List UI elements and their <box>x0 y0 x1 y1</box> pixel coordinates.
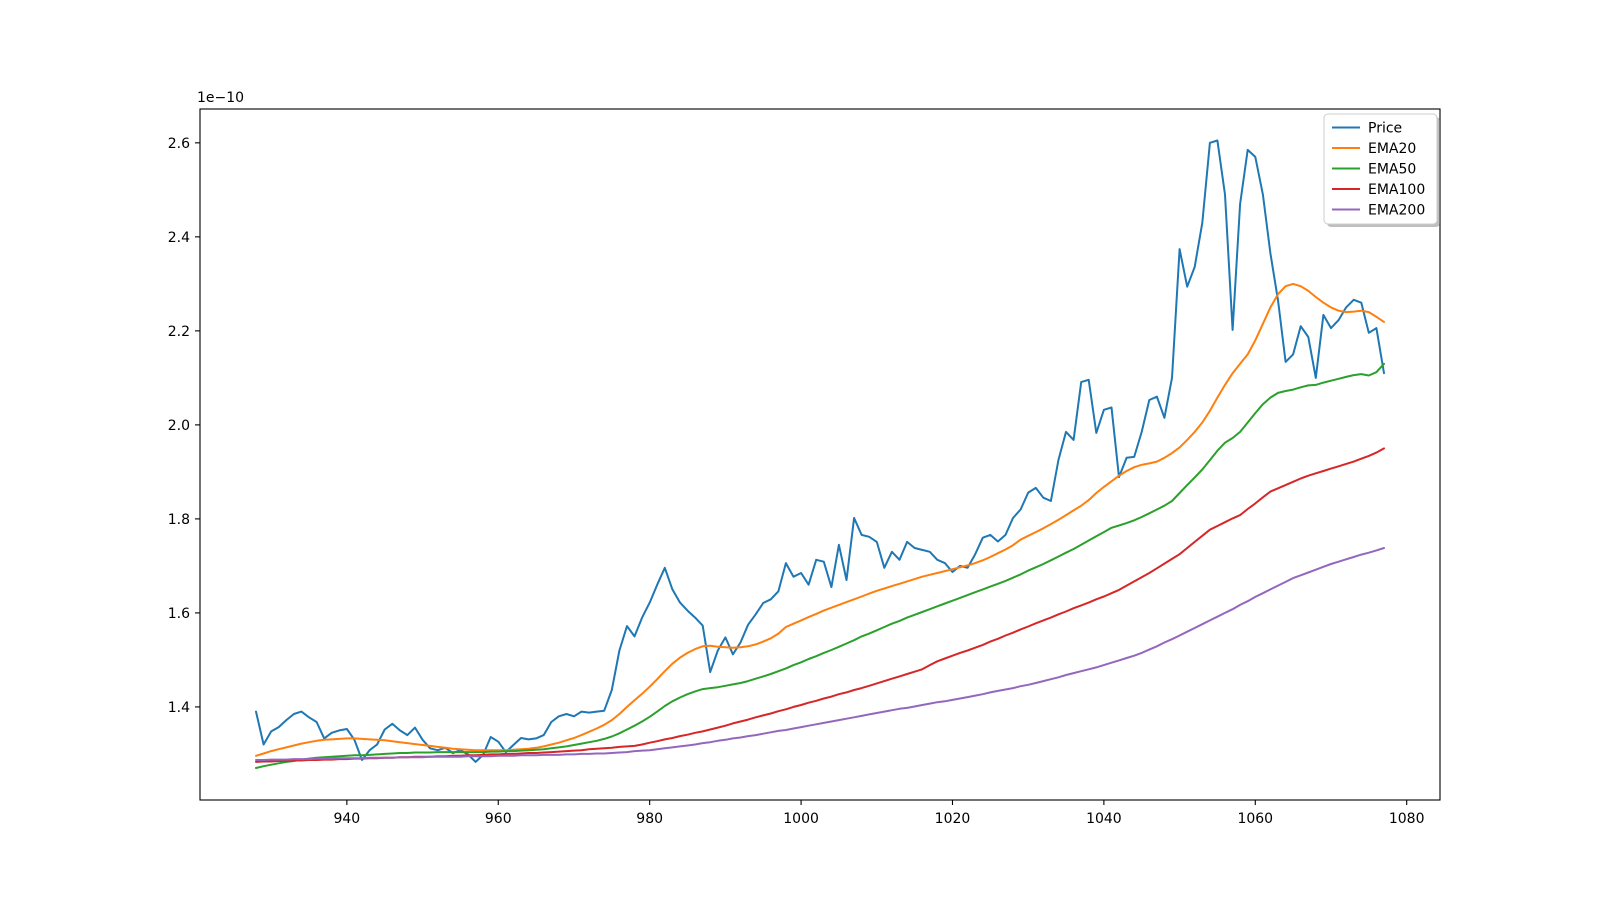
legend-label: EMA200 <box>1368 203 1425 219</box>
y-tick-label: 2.4 <box>168 230 190 246</box>
y-tick-label: 2.2 <box>168 324 190 340</box>
x-tick-label: 1020 <box>935 811 971 827</box>
legend-box <box>1323 113 1438 225</box>
x-tick-label: 1000 <box>783 811 819 827</box>
y-tick-label: 1.4 <box>168 700 190 716</box>
plot-border <box>199 108 1441 801</box>
series-line-ema20 <box>255 282 1385 757</box>
y-axis-offset-label: 1e−10 <box>197 90 244 106</box>
y-tick-label: 2.6 <box>168 136 190 152</box>
series-line-ema200 <box>255 547 1385 761</box>
y-tick-label: 2.0 <box>168 418 190 434</box>
legend-label: EMA20 <box>1368 141 1416 157</box>
legend-entry: Price <box>1332 121 1402 137</box>
legend-entry: EMA200 <box>1332 203 1425 219</box>
x-tick-label: 1040 <box>1086 811 1122 827</box>
legend-label: EMA50 <box>1368 162 1416 178</box>
y-tick-label: 1.8 <box>168 512 190 528</box>
x-tick-label: 940 <box>333 811 360 827</box>
series-line-ema50 <box>255 362 1385 769</box>
legend-label: Price <box>1368 121 1402 137</box>
x-tick-label: 1080 <box>1389 811 1425 827</box>
legend-entry: EMA20 <box>1332 141 1416 157</box>
x-tick-label: 1060 <box>1237 811 1273 827</box>
y-tick-label: 1.6 <box>168 606 190 622</box>
x-tick-label: 980 <box>636 811 663 827</box>
x-tick-label: 960 <box>485 811 512 827</box>
legend-label: EMA100 <box>1368 182 1425 198</box>
legend-entry: EMA100 <box>1332 182 1425 198</box>
legend-entry: EMA50 <box>1332 162 1416 178</box>
legend: Price EMA20 EMA50 EMA100 EMA200 <box>1323 113 1438 225</box>
